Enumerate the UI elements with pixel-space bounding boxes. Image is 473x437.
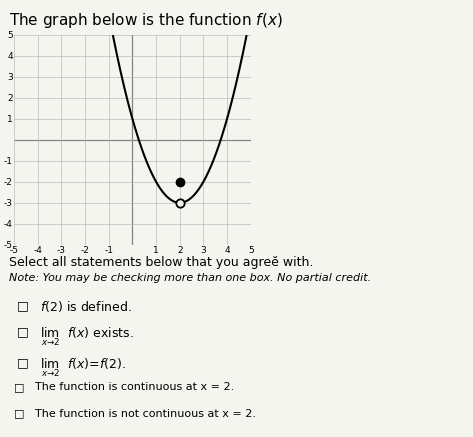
Text: □: □ [17, 326, 28, 339]
Text: Note: You may be checking more than one box. No partial credit.: Note: You may be checking more than one … [9, 273, 372, 283]
Text: □: □ [14, 382, 25, 392]
Text: □: □ [17, 299, 28, 312]
Text: The graph below is the function $f(x)$: The graph below is the function $f(x)$ [9, 11, 283, 30]
Text: $\lim_{x \to 2}\ \ f(x)$ exists.: $\lim_{x \to 2}\ \ f(x)$ exists. [40, 326, 134, 348]
Text: The function is continuous at x = 2.: The function is continuous at x = 2. [35, 382, 235, 392]
Text: □: □ [14, 409, 25, 419]
Text: The function is not continuous at x = 2.: The function is not continuous at x = 2. [35, 409, 256, 419]
Text: $\lim_{x \to 2}\ \ f(x) = f(2).$: $\lim_{x \to 2}\ \ f(x) = f(2).$ [40, 356, 126, 379]
Text: Select all statements below that you agreĕ with.: Select all statements below that you agr… [9, 256, 314, 269]
Text: $f(2)$ is defined.: $f(2)$ is defined. [40, 299, 132, 314]
Text: □: □ [17, 356, 28, 369]
